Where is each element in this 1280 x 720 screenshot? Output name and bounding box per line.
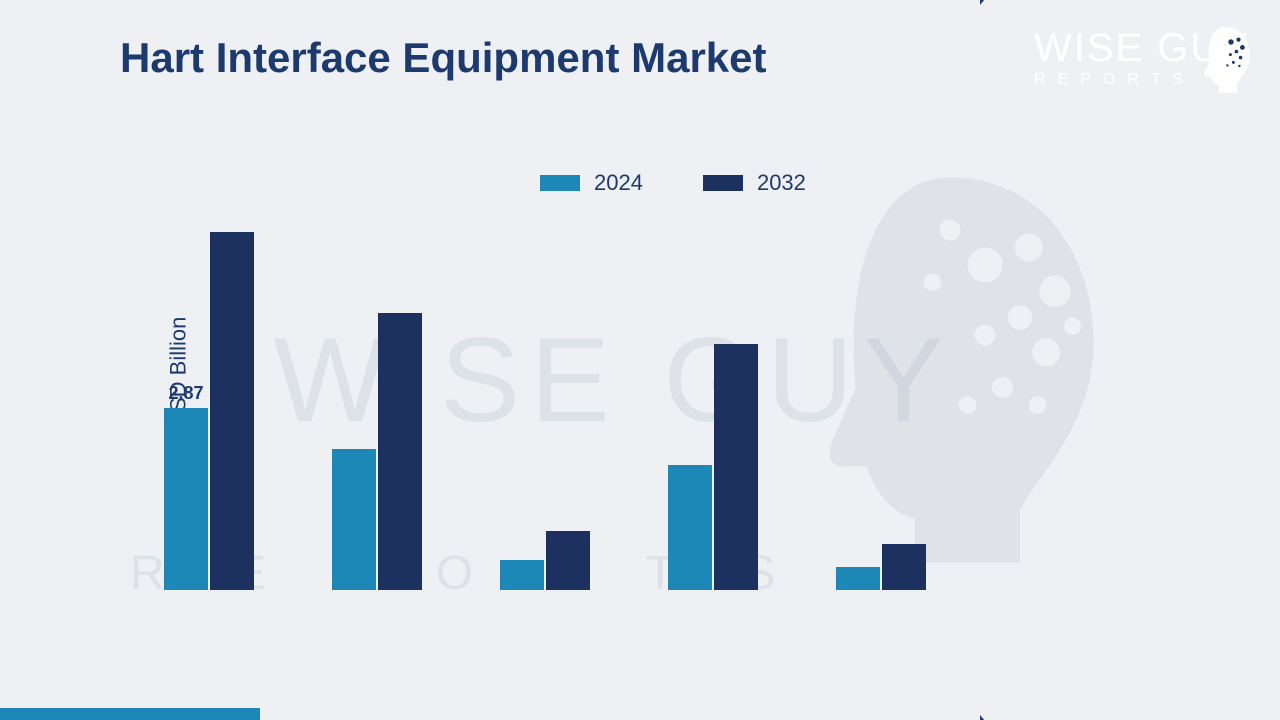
brand-logo: WISE GUY REPORTS (1034, 28, 1250, 88)
logo-head-icon (1194, 24, 1256, 96)
plot-area: 2.87NORTHAMERICAEUROPESOUTHAMERICAASIAPA… (130, 210, 950, 590)
bar-2032 (378, 313, 422, 590)
bar-2024 (164, 408, 208, 590)
chart-title: Hart Interface Equipment Market (120, 34, 767, 82)
bar-value-label: 2.87 (156, 383, 216, 404)
bar-2024 (332, 449, 376, 590)
bar-2032 (546, 531, 590, 590)
bar-chart: Market Size in USD Billion 2.87NORTHAMER… (110, 210, 950, 680)
legend-item-2024: 2024 (540, 170, 643, 196)
bar-2032 (714, 344, 758, 590)
bar-2024 (668, 465, 712, 590)
legend-label-2024: 2024 (594, 170, 643, 196)
chart-legend: 2024 2032 (540, 170, 806, 196)
legend-swatch-2024 (540, 175, 580, 191)
legend-label-2032: 2032 (757, 170, 806, 196)
legend-item-2032: 2032 (703, 170, 806, 196)
bar-2024 (500, 560, 544, 590)
chart-canvas: WISE GUY REPORTS Hart Interface Equipmen… (0, 0, 1280, 720)
legend-swatch-2032 (703, 175, 743, 191)
footer-accent-bar (0, 708, 260, 720)
bar-2032 (882, 544, 926, 590)
bar-2032 (210, 232, 254, 590)
bar-2024 (836, 567, 880, 590)
